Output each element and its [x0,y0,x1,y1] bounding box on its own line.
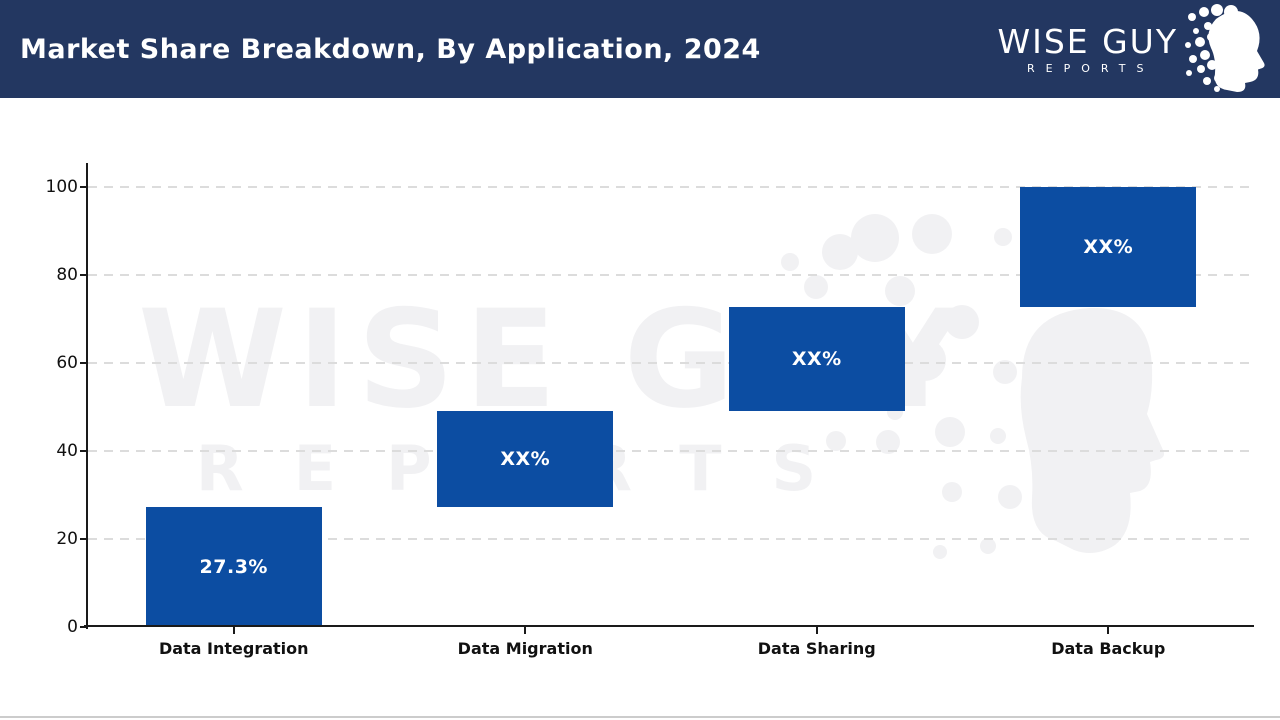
y-axis-tick-label: 80 [56,265,78,285]
logo-secondary-text: REPORTS [1027,61,1155,75]
x-axis-tick [524,627,527,634]
bar-value-label: 27.3% [199,555,268,578]
face-dots-watermark [904,339,946,381]
bar-value-label: XX% [500,447,551,470]
y-axis-tick-label: 100 [45,177,78,197]
bar-value-label: XX% [1083,236,1134,259]
face-dots-watermark [851,214,899,262]
face-dots-watermark [933,545,947,559]
y-axis-tick [80,450,88,452]
x-axis-category-label: Data Backup [1051,639,1166,658]
x-axis-tick [1107,627,1110,634]
y-axis-tick-label: 0 [67,617,78,637]
header-banner: Market Share Breakdown, By Application, … [0,0,1280,98]
y-axis-tick [80,362,88,364]
face-dots-watermark [993,360,1017,384]
face-dots-watermark [994,228,1012,246]
y-axis-tick [80,626,88,628]
face-dots-watermark [912,214,952,254]
face-dots-watermark [935,417,965,447]
logo-primary-text: WISE GUY [997,21,1178,61]
face-dots-watermark [781,253,799,271]
y-gridline [88,450,1254,452]
face-dots-watermark [804,275,828,299]
page-title: Market Share Breakdown, By Application, … [20,33,761,65]
x-axis-category-label: Data Migration [457,639,593,658]
face-dots-watermark [826,431,846,451]
y-axis-tick-label: 20 [56,529,78,549]
face-dots-watermark [998,485,1022,509]
y-gridline [88,362,1254,364]
y-axis-tick [80,274,88,276]
y-gridline [88,274,1254,276]
y-gridline [88,538,1254,540]
bar-segment: XX% [1020,187,1197,308]
y-axis-tick-label: 60 [56,353,78,373]
y-axis-tick [80,538,88,540]
face-dots-watermark [980,538,996,554]
x-axis-category-label: Data Sharing [757,639,876,658]
wiseguy-face-icon [1185,4,1265,92]
bar-segment: XX% [728,307,905,411]
face-dots-watermark [942,482,962,502]
y-gridline [88,186,1254,188]
x-axis-line [84,625,1254,627]
wiseguy-logo-text: WISE GUY REPORTS [997,25,1178,74]
x-axis-category-label: Data Integration [158,639,309,658]
watermark-face-icon [1020,307,1165,554]
bar-segment: 27.3% [145,506,322,627]
x-axis-tick [232,627,235,634]
bar-segment: XX% [437,410,614,507]
footer-rule [0,716,1280,718]
x-axis-tick [815,627,818,634]
bar-value-label: XX% [791,347,842,370]
face-dots-watermark [885,276,915,306]
wiseguy-logo: WISE GUY REPORTS [997,3,1266,95]
face-dots-watermark [990,428,1006,444]
face-dots-watermark [945,305,979,339]
y-axis-tick [80,186,88,188]
y-axis-tick-label: 40 [56,441,78,461]
y-axis-line [86,163,88,629]
